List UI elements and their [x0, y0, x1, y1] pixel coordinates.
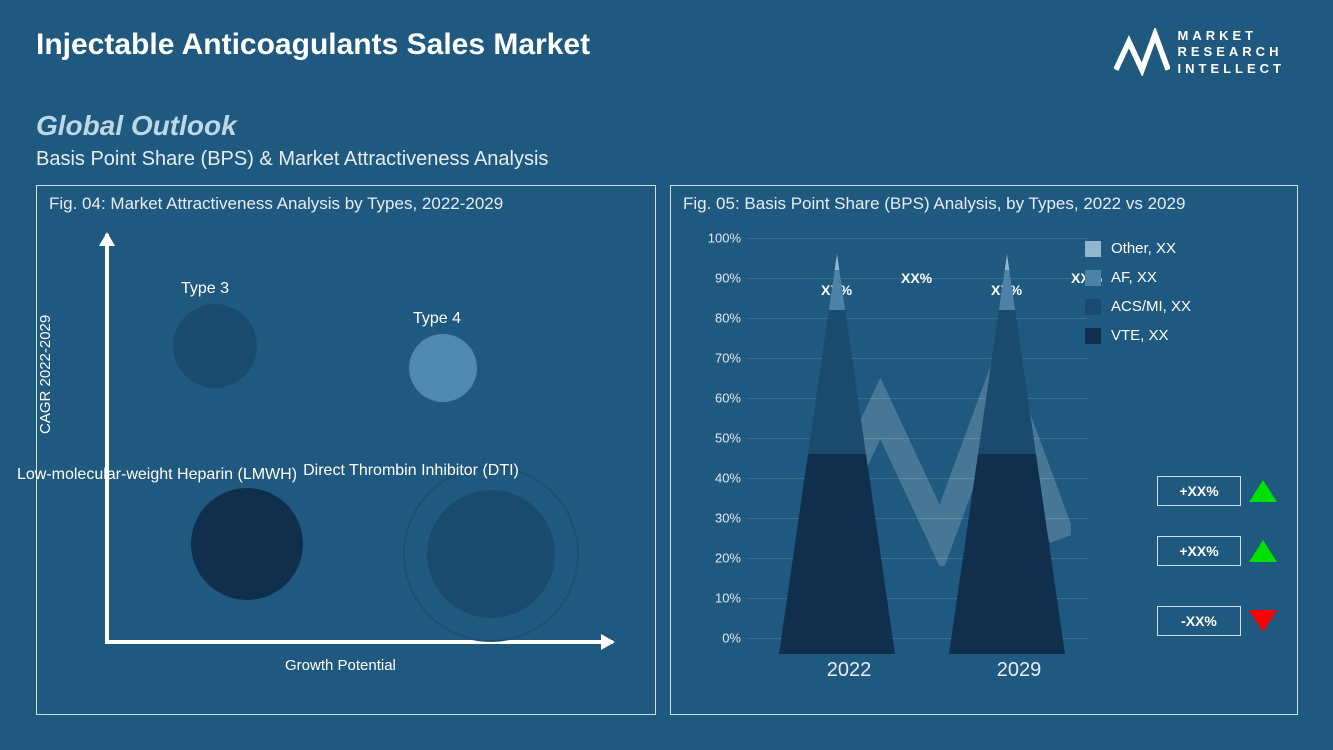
page-title: Injectable Anticoagulants Sales Market [36, 28, 590, 62]
legend-item-vte: VTE, XX [1085, 327, 1273, 344]
ytick-label: 10% [691, 591, 741, 606]
cone-seg-VTE [949, 454, 1065, 654]
legend-label: ACS/MI, XX [1111, 298, 1191, 315]
ytick-label: 60% [691, 391, 741, 406]
x-axis-label: Growth Potential [285, 657, 396, 674]
ytick-label: 80% [691, 311, 741, 326]
change-box: -XX% [1157, 606, 1241, 636]
bubble-label-dti: Direct Thrombin Inhibitor (DTI) [303, 462, 519, 480]
fig05-plot: 0%10%20%30%40%50%60%70%80%90%100% XX%XX%… [691, 226, 1087, 686]
legend-label: VTE, XX [1111, 327, 1169, 344]
legend-swatch [1085, 270, 1101, 286]
cone-year-label: 2022 [779, 659, 919, 682]
bubble-label-type3: Type 3 [181, 280, 229, 298]
triangle-down-icon [1249, 610, 1277, 632]
legend-label: AF, XX [1111, 269, 1157, 286]
brand-line1: MARKET [1178, 28, 1286, 44]
legend-item-acsmi: ACS/MI, XX [1085, 298, 1273, 315]
brand-logo-text: MARKET RESEARCH INTELLECT [1178, 28, 1286, 77]
ytick-label: 70% [691, 351, 741, 366]
fig05-legend: Other, XX AF, XX ACS/MI, XX VTE, XX [1085, 240, 1273, 356]
legend-swatch [1085, 299, 1101, 315]
cone-seg-AF [829, 270, 845, 310]
bubble-label-type4: Type 4 [413, 310, 461, 328]
cone-seg-Other [1005, 254, 1010, 270]
ytick-label: 50% [691, 431, 741, 446]
fig05-panel: Fig. 05: Basis Point Share (BPS) Analysi… [670, 185, 1298, 715]
fig04-panel: Fig. 04: Market Attractiveness Analysis … [36, 185, 656, 715]
brand-logo-icon [1114, 28, 1170, 76]
change-box: +XX% [1157, 476, 1241, 506]
outlook-title: Global Outlook [36, 110, 237, 142]
gridline [747, 238, 1087, 239]
cone-2029: XX%XX%XX% [949, 242, 1065, 654]
cone-seg-VTE [779, 454, 895, 654]
y-axis-label: CAGR 2022-2029 [37, 315, 54, 434]
cone-year-label: 2029 [949, 659, 1089, 682]
fig04-caption: Fig. 04: Market Attractiveness Analysis … [49, 194, 503, 214]
outlook-subtitle: Basis Point Share (BPS) & Market Attract… [36, 148, 548, 171]
cone-seg-ACS/MI [808, 310, 866, 454]
triangle-up-icon [1249, 540, 1277, 562]
brand-line3: INTELLECT [1178, 61, 1286, 77]
cone-seg-AF [999, 270, 1015, 310]
brand-line2: RESEARCH [1178, 44, 1286, 60]
cone-side-pct: XX% [901, 270, 932, 286]
ytick-label: 30% [691, 511, 741, 526]
legend-swatch [1085, 241, 1101, 257]
change-box: +XX% [1157, 536, 1241, 566]
ytick-label: 20% [691, 551, 741, 566]
cone-2022: XX%XX%XX% [779, 242, 895, 654]
bubble-dti [427, 490, 555, 618]
bubble-label-lmwh: Low-molecular-weight Heparin (LMWH) [17, 466, 297, 484]
ytick-label: 100% [691, 231, 741, 246]
ytick-label: 0% [691, 631, 741, 646]
cone-seg-ACS/MI [978, 310, 1036, 454]
brand-logo: MARKET RESEARCH INTELLECT [1114, 28, 1286, 77]
bubble-lmwh [191, 488, 303, 600]
cone-seg-Other [835, 254, 840, 270]
legend-item-af: AF, XX [1085, 269, 1273, 286]
ytick-label: 90% [691, 271, 741, 286]
ytick-label: 40% [691, 471, 741, 486]
y-axis [105, 234, 109, 644]
bubble-type3 [173, 304, 257, 388]
legend-label: Other, XX [1111, 240, 1176, 257]
fig04-plot: CAGR 2022-2029 Growth Potential Type 3Ty… [85, 234, 633, 680]
fig05-caption: Fig. 05: Basis Point Share (BPS) Analysi… [683, 194, 1185, 214]
bubble-type4 [409, 334, 477, 402]
x-axis [105, 640, 613, 644]
triangle-up-icon [1249, 480, 1277, 502]
legend-swatch [1085, 328, 1101, 344]
legend-item-other: Other, XX [1085, 240, 1273, 257]
